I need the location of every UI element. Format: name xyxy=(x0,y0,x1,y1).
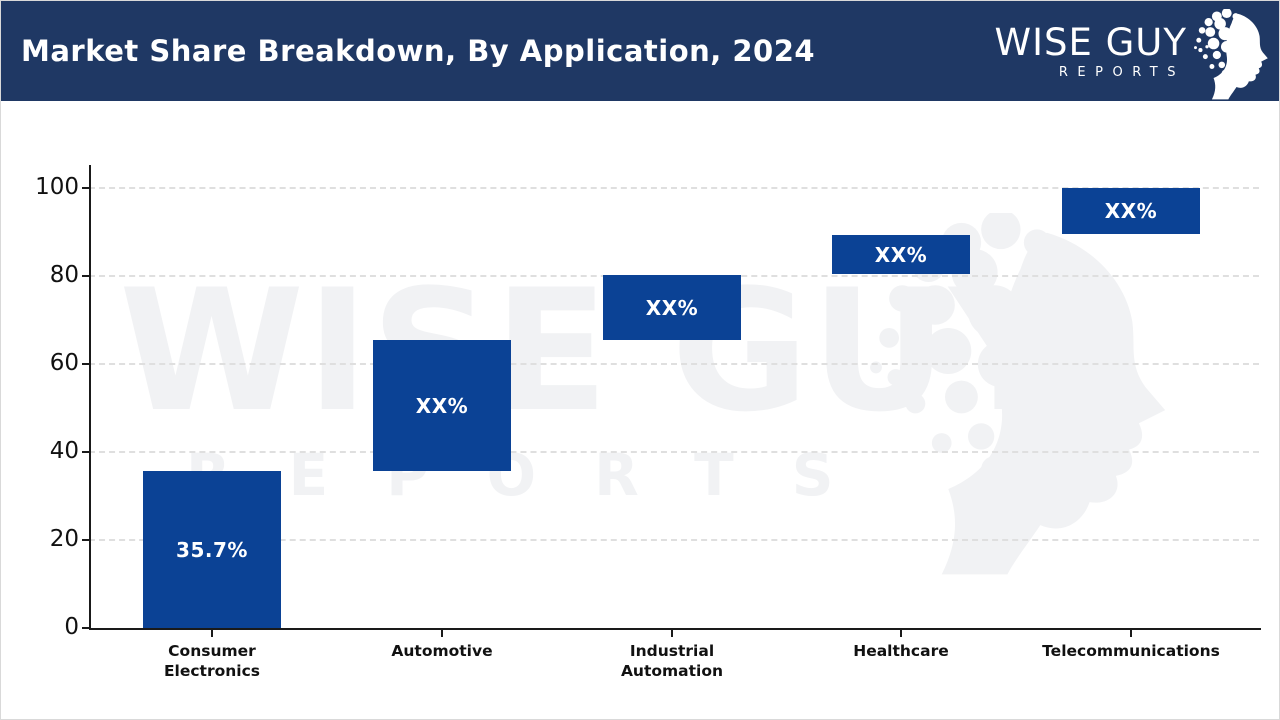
gridline-20 xyxy=(89,539,1259,541)
y-axis-tick-mark xyxy=(82,451,89,453)
bar-value-label: 35.7% xyxy=(176,537,248,562)
bar-value-label: XX% xyxy=(1104,199,1158,223)
brand-subtitle: REPORTS xyxy=(1058,65,1185,80)
category-label-line: Healthcare xyxy=(853,642,949,660)
bar-automotive[interactable]: XX% xyxy=(373,340,511,471)
category-label-line: Automotive xyxy=(391,642,493,660)
x-axis-tick-mark xyxy=(211,630,213,637)
bar-telecommunications[interactable]: XX% xyxy=(1062,188,1200,234)
category-label-line: Automation xyxy=(620,662,724,680)
bar-value-label: XX% xyxy=(415,393,469,418)
bar-value-label: XX% xyxy=(874,242,928,267)
x-axis-category-label: Industrial Automation xyxy=(562,641,782,681)
bar-industrial-automation[interactable]: XX% xyxy=(603,275,741,340)
category-label-line: Telecommunications xyxy=(1042,642,1220,660)
x-axis-tick-mark xyxy=(671,630,673,637)
y-axis-tick-mark xyxy=(82,539,89,541)
y-axis-tick-mark xyxy=(82,275,89,277)
y-axis-tick-mark xyxy=(82,187,89,189)
y-axis-line xyxy=(89,165,91,630)
x-axis-category-label: Automotive xyxy=(332,641,552,661)
x-axis-tick-mark xyxy=(1130,630,1132,637)
category-label-line: Electronics xyxy=(163,662,261,680)
brand-logo: WISE GUY REPORTS xyxy=(995,5,1268,100)
brand-name: WISE GUY xyxy=(994,21,1187,64)
x-axis-category-label: Healthcare xyxy=(791,641,1011,661)
y-axis-tick-mark xyxy=(82,363,89,365)
gridline-100 xyxy=(89,187,1259,189)
x-axis-line xyxy=(89,628,1261,630)
category-label-line: Consumer xyxy=(168,642,256,660)
y-axis-tick-label: 0 xyxy=(64,614,79,640)
y-axis-tick-label: 60 xyxy=(49,350,79,376)
x-axis-category-label: Telecommunications xyxy=(1021,641,1241,661)
bar-healthcare[interactable]: XX% xyxy=(832,235,970,274)
category-label-line: Industrial xyxy=(629,642,715,660)
y-axis-tick-mark xyxy=(82,627,89,629)
gridline-60 xyxy=(89,363,1259,365)
x-axis-tick-mark xyxy=(441,630,443,637)
gridline-40 xyxy=(89,451,1259,453)
dotted-head-profile-icon xyxy=(1194,9,1268,100)
y-axis-tick-label: 20 xyxy=(49,526,79,552)
x-axis-category-label: Consumer Electronics xyxy=(102,641,322,681)
bar-value-label: XX% xyxy=(645,295,699,320)
y-axis-tick-label: 100 xyxy=(35,174,79,200)
x-axis-tick-mark xyxy=(900,630,902,637)
bar-consumer-electronics[interactable]: 35.7% xyxy=(143,471,281,628)
y-axis-tick-label: 80 xyxy=(49,262,79,288)
brand-logo-text: WISE GUY REPORTS xyxy=(994,21,1187,81)
header-bar: Market Share Breakdown, By Application, … xyxy=(1,1,1279,101)
y-axis-tick-label: 40 xyxy=(49,438,79,464)
page-title: Market Share Breakdown, By Application, … xyxy=(21,34,816,68)
